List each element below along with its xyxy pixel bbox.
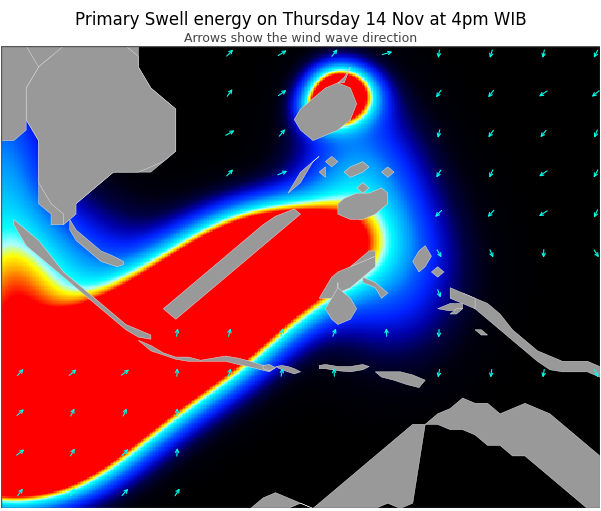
- Polygon shape: [344, 161, 369, 177]
- Polygon shape: [382, 167, 394, 177]
- Polygon shape: [325, 283, 356, 324]
- Polygon shape: [475, 330, 487, 335]
- Polygon shape: [432, 267, 444, 277]
- Text: Arrows show the wind wave direction: Arrows show the wind wave direction: [184, 32, 417, 44]
- Polygon shape: [363, 277, 388, 298]
- Polygon shape: [70, 219, 123, 267]
- Polygon shape: [138, 340, 276, 372]
- Polygon shape: [438, 304, 463, 311]
- Polygon shape: [319, 364, 369, 372]
- Polygon shape: [1, 46, 176, 225]
- Polygon shape: [276, 365, 300, 374]
- Polygon shape: [375, 372, 426, 387]
- Polygon shape: [450, 309, 463, 314]
- Polygon shape: [426, 398, 600, 508]
- Polygon shape: [14, 219, 151, 339]
- Bar: [1, 46, 600, 508]
- Polygon shape: [350, 251, 375, 267]
- Polygon shape: [356, 182, 369, 193]
- Polygon shape: [226, 424, 426, 508]
- Polygon shape: [319, 256, 375, 298]
- Polygon shape: [463, 293, 600, 377]
- Text: Primary Swell energy on Thursday 14 Nov at 4pm WIB: Primary Swell energy on Thursday 14 Nov …: [75, 11, 526, 29]
- Polygon shape: [1, 46, 38, 141]
- Polygon shape: [288, 156, 319, 193]
- Polygon shape: [163, 209, 300, 319]
- Polygon shape: [338, 67, 350, 83]
- Polygon shape: [263, 364, 276, 371]
- Polygon shape: [319, 167, 325, 177]
- Polygon shape: [338, 188, 388, 219]
- Polygon shape: [294, 83, 356, 141]
- Polygon shape: [26, 46, 176, 225]
- Polygon shape: [413, 246, 432, 272]
- Polygon shape: [325, 156, 338, 167]
- Polygon shape: [450, 288, 475, 309]
